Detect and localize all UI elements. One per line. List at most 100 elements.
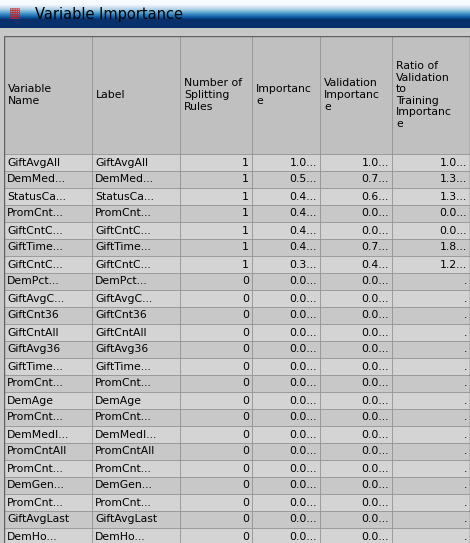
Bar xyxy=(252,511,320,528)
Text: GiftAvg36: GiftAvg36 xyxy=(95,344,148,355)
Bar xyxy=(4,477,92,494)
Text: 0: 0 xyxy=(242,497,249,508)
Text: 0.6...: 0.6... xyxy=(361,192,389,201)
Bar xyxy=(4,307,92,324)
Text: GiftAvgAll: GiftAvgAll xyxy=(95,157,148,167)
Bar xyxy=(4,443,92,460)
Text: PromCnt...: PromCnt... xyxy=(7,497,64,508)
Text: .: . xyxy=(463,378,467,388)
Text: 1.3...: 1.3... xyxy=(440,174,467,185)
Bar xyxy=(4,188,92,205)
Text: 1: 1 xyxy=(242,225,249,236)
Bar xyxy=(180,36,252,154)
Bar xyxy=(320,324,392,341)
Text: .: . xyxy=(463,276,467,287)
Bar xyxy=(320,341,392,358)
Bar xyxy=(92,494,180,511)
Bar xyxy=(252,494,320,511)
Text: 0.0...: 0.0... xyxy=(361,532,389,541)
Bar xyxy=(392,392,470,409)
Bar xyxy=(392,443,470,460)
Bar xyxy=(252,460,320,477)
Text: 0.0...: 0.0... xyxy=(290,294,317,304)
Text: 0.4...: 0.4... xyxy=(290,192,317,201)
Bar xyxy=(392,341,470,358)
Bar xyxy=(92,324,180,341)
Bar xyxy=(320,477,392,494)
Bar xyxy=(252,256,320,273)
Text: 0.0...: 0.0... xyxy=(290,515,317,525)
Bar xyxy=(92,460,180,477)
Bar xyxy=(180,256,252,273)
Bar xyxy=(180,324,252,341)
Text: 0.0...: 0.0... xyxy=(290,430,317,439)
Bar xyxy=(252,477,320,494)
Bar xyxy=(4,222,92,239)
Bar xyxy=(392,460,470,477)
Text: 0.0...: 0.0... xyxy=(290,362,317,371)
Text: 0.4...: 0.4... xyxy=(290,209,317,218)
Bar xyxy=(4,392,92,409)
Text: 0.0...: 0.0... xyxy=(361,276,389,287)
Text: 0.0...: 0.0... xyxy=(361,209,389,218)
Bar xyxy=(252,409,320,426)
Bar xyxy=(320,273,392,290)
Bar xyxy=(92,171,180,188)
Text: 0.0...: 0.0... xyxy=(361,378,389,388)
Text: PromCnt...: PromCnt... xyxy=(7,378,64,388)
Bar xyxy=(92,36,180,154)
Bar xyxy=(92,222,180,239)
Bar xyxy=(392,307,470,324)
Text: 0: 0 xyxy=(242,344,249,355)
Bar xyxy=(252,307,320,324)
Bar xyxy=(392,36,470,154)
Text: Ratio of
Validation
to
Training
Importanc
e: Ratio of Validation to Training Importan… xyxy=(396,61,452,129)
Bar xyxy=(180,426,252,443)
Text: 0.0...: 0.0... xyxy=(290,481,317,490)
Text: StatusCa...: StatusCa... xyxy=(95,192,154,201)
Bar xyxy=(320,443,392,460)
Bar xyxy=(180,222,252,239)
Bar xyxy=(92,205,180,222)
Bar xyxy=(252,273,320,290)
Bar xyxy=(180,341,252,358)
Bar xyxy=(4,324,92,341)
Bar xyxy=(92,188,180,205)
Text: .: . xyxy=(463,464,467,473)
Bar xyxy=(92,307,180,324)
Text: 0.0...: 0.0... xyxy=(290,276,317,287)
Text: 0: 0 xyxy=(242,327,249,338)
Text: 0: 0 xyxy=(242,362,249,371)
Text: 0: 0 xyxy=(242,446,249,457)
Text: PromCnt...: PromCnt... xyxy=(95,464,152,473)
Bar xyxy=(92,409,180,426)
Text: .: . xyxy=(463,481,467,490)
Bar xyxy=(92,511,180,528)
Text: 0.0...: 0.0... xyxy=(290,378,317,388)
Bar xyxy=(4,375,92,392)
Text: 1: 1 xyxy=(242,260,249,269)
Bar xyxy=(252,36,320,154)
Text: 0: 0 xyxy=(242,395,249,406)
Text: GiftCntAll: GiftCntAll xyxy=(95,327,147,338)
Text: 0.5...: 0.5... xyxy=(290,174,317,185)
Text: 0.0...: 0.0... xyxy=(290,464,317,473)
Text: DemMed...: DemMed... xyxy=(95,174,154,185)
Bar xyxy=(92,290,180,307)
Bar xyxy=(392,171,470,188)
Text: 0.0...: 0.0... xyxy=(439,209,467,218)
Text: GiftCnt36: GiftCnt36 xyxy=(7,311,59,320)
Bar xyxy=(252,443,320,460)
Bar xyxy=(180,239,252,256)
Text: GiftAvgLast: GiftAvgLast xyxy=(7,515,69,525)
Text: 0.0...: 0.0... xyxy=(439,225,467,236)
Text: 0.0...: 0.0... xyxy=(361,481,389,490)
Bar xyxy=(320,392,392,409)
Text: GiftCntC...: GiftCntC... xyxy=(7,225,63,236)
Bar xyxy=(392,205,470,222)
Bar xyxy=(92,273,180,290)
Text: .: . xyxy=(463,497,467,508)
Bar xyxy=(180,154,252,171)
Text: 0.4...: 0.4... xyxy=(290,243,317,252)
Text: 0: 0 xyxy=(242,276,249,287)
